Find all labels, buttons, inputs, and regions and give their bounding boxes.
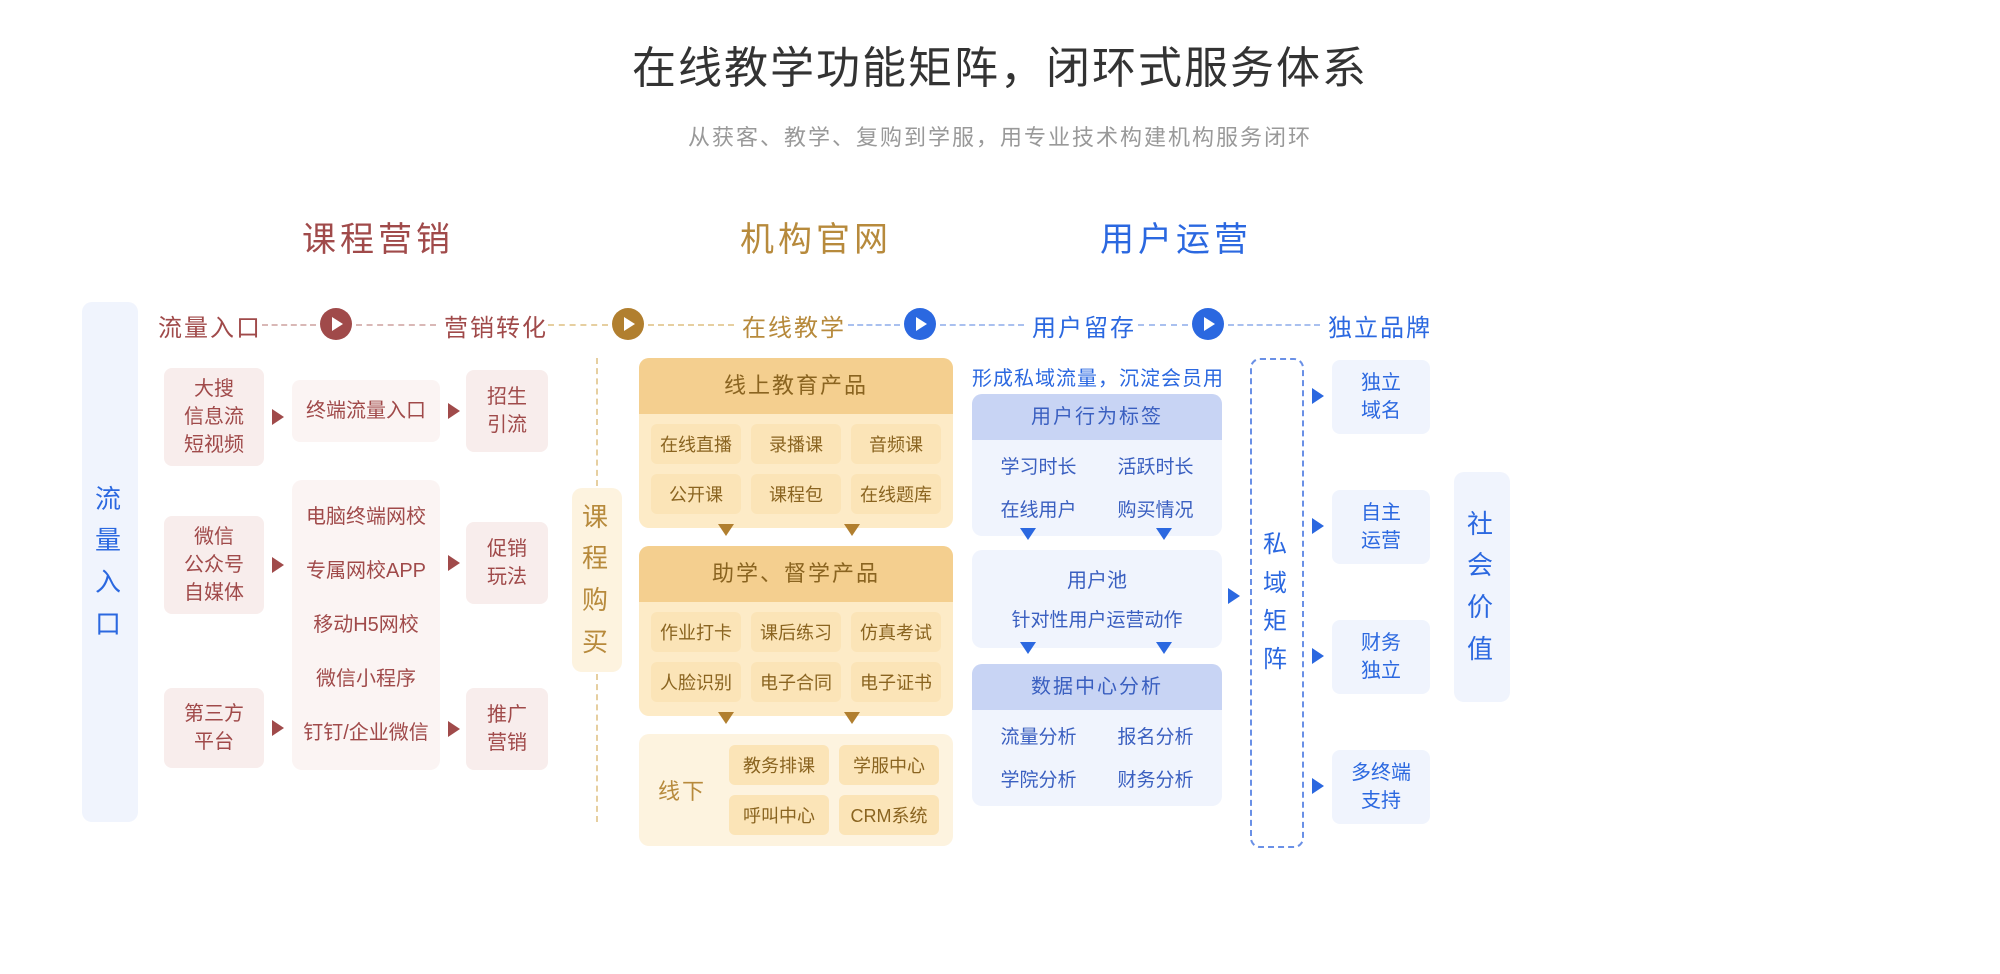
chevron-right-icon <box>1312 388 1324 404</box>
down-arrows-icon <box>1020 528 1172 540</box>
chip-online-5: 在线题库 <box>851 474 941 514</box>
stage-teaching: 在线教学 <box>742 308 846 343</box>
data-panel: 数据中心分析 流量分析 报名分析 学院分析 财务分析 <box>972 664 1222 806</box>
stage-dash-1a <box>262 324 316 326</box>
chip-online-4: 课程包 <box>751 474 841 514</box>
tag-item-1: 活跃时长 <box>1097 452 1214 479</box>
tag-panel: 用户行为标签 学习时长 活跃时长 在线用户 购买情况 <box>972 394 1222 536</box>
chevron-right-icon <box>1312 518 1324 534</box>
brand-domain: 独立 域名 <box>1332 360 1430 434</box>
chip-offline-0: 教务排课 <box>729 745 829 785</box>
tag-item-3: 购买情况 <box>1097 495 1214 522</box>
play-icon-1 <box>320 308 352 340</box>
pillar-value: 社会价值 <box>1454 472 1510 702</box>
channel-top: 终端流量入口 <box>292 380 440 442</box>
channel-item-4: 钉钉/企业微信 <box>292 719 440 747</box>
data-title: 数据中心分析 <box>972 664 1222 710</box>
gold-vline <box>596 358 598 486</box>
chip-offline-3: CRM系统 <box>839 795 939 835</box>
action-spread: 推广 营销 <box>466 688 548 770</box>
brand-selfop: 自主 运营 <box>1332 490 1430 564</box>
private-domain-box: 私域矩阵 <box>1250 358 1304 848</box>
source-search: 大搜 信息流 短视频 <box>164 368 264 466</box>
chip-study-4: 电子合同 <box>751 662 841 702</box>
pillar-traffic: 流量入口 <box>82 302 138 822</box>
channel-panel: 电脑终端网校 专属网校APP 移动H5网校 微信小程序 钉钉/企业微信 <box>292 480 440 770</box>
source-thirdparty: 第三方 平台 <box>164 688 264 768</box>
study-panel-title: 助学、督学产品 <box>639 546 953 602</box>
data-item-0: 流量分析 <box>980 722 1097 749</box>
chip-study-3: 人脸识别 <box>651 662 741 702</box>
chip-online-3: 公开课 <box>651 474 741 514</box>
play-icon-4 <box>1192 308 1224 340</box>
chip-offline-1: 学服中心 <box>839 745 939 785</box>
stage-convert: 营销转化 <box>444 308 548 343</box>
page-title: 在线教学功能矩阵，闭环式服务体系 <box>0 0 2000 96</box>
online-panel: 线上教育产品 在线直播 录播课 音频课 公开课 课程包 在线题库 <box>639 358 953 528</box>
channel-item-1: 专属网校APP <box>292 557 440 585</box>
channel-item-2: 移动H5网校 <box>292 611 440 639</box>
stage-dash-2b <box>648 324 734 326</box>
chevron-right-icon <box>272 557 284 573</box>
page-subtitle: 从获客、教学、复购到学服，用专业技术构建机构服务闭环 <box>0 120 2000 152</box>
play-icon-2 <box>612 308 644 340</box>
pillar-purchase: 课程购买 <box>572 488 622 672</box>
chevron-right-icon <box>448 555 460 571</box>
chip-study-0: 作业打卡 <box>651 612 741 652</box>
chip-study-2: 仿真考试 <box>851 612 941 652</box>
tag-item-0: 学习时长 <box>980 452 1097 479</box>
stage-dash-1b <box>356 324 436 326</box>
chevron-right-icon <box>1312 778 1324 794</box>
data-item-2: 学院分析 <box>980 765 1097 792</box>
stage-dash-3a <box>848 324 900 326</box>
chip-online-0: 在线直播 <box>651 424 741 464</box>
down-arrows-icon <box>1020 642 1172 654</box>
chevron-right-icon <box>448 403 460 419</box>
down-arrows-icon <box>718 524 860 536</box>
chip-online-2: 音频课 <box>851 424 941 464</box>
stage-dash-4b <box>1228 324 1320 326</box>
chip-offline-2: 呼叫中心 <box>729 795 829 835</box>
gold-vline <box>596 674 598 822</box>
source-wechat: 微信 公众号 自媒体 <box>164 516 264 614</box>
channel-item-0: 电脑终端网校 <box>292 503 440 531</box>
stage-dash-3b <box>940 324 1024 326</box>
data-item-1: 报名分析 <box>1097 722 1214 749</box>
stage-retention: 用户留存 <box>1032 308 1136 343</box>
down-arrows-icon <box>718 712 860 724</box>
stage-dash-4a <box>1138 324 1188 326</box>
brand-multi: 多终端 支持 <box>1332 750 1430 824</box>
pool-sub: 针对性用户运营动作 <box>972 605 1222 632</box>
category-userops: 用户运营 <box>1100 212 1252 261</box>
channel-item-3: 微信小程序 <box>292 665 440 693</box>
chip-study-1: 课后练习 <box>751 612 841 652</box>
play-icon-3 <box>904 308 936 340</box>
tag-item-2: 在线用户 <box>980 495 1097 522</box>
offline-label: 线下 <box>639 774 725 806</box>
chevron-right-icon <box>448 721 460 737</box>
pool-panel: 用户池 针对性用户运营动作 <box>972 550 1222 648</box>
action-enroll: 招生 引流 <box>466 370 548 452</box>
pool-title: 用户池 <box>972 564 1222 593</box>
chevron-right-icon <box>272 720 284 736</box>
study-panel: 助学、督学产品 作业打卡 课后练习 仿真考试 人脸识别 电子合同 电子证书 <box>639 546 953 716</box>
stage-dash-2a <box>548 324 608 326</box>
data-item-3: 财务分析 <box>1097 765 1214 792</box>
chip-online-1: 录播课 <box>751 424 841 464</box>
chip-study-5: 电子证书 <box>851 662 941 702</box>
chevron-right-icon <box>1312 648 1324 664</box>
offline-panel: 线下 教务排课 学服中心 呼叫中心 CRM系统 <box>639 734 953 846</box>
chevron-right-icon <box>1228 588 1240 604</box>
brand-finance: 财务 独立 <box>1332 620 1430 694</box>
category-website: 机构官网 <box>740 212 892 261</box>
category-marketing: 课程营销 <box>302 212 454 261</box>
action-promo: 促销 玩法 <box>466 522 548 604</box>
stage-traffic: 流量入口 <box>158 308 262 343</box>
chevron-right-icon <box>272 409 284 425</box>
tag-title: 用户行为标签 <box>972 394 1222 440</box>
stage-brand: 独立品牌 <box>1328 308 1432 343</box>
online-panel-title: 线上教育产品 <box>639 358 953 414</box>
